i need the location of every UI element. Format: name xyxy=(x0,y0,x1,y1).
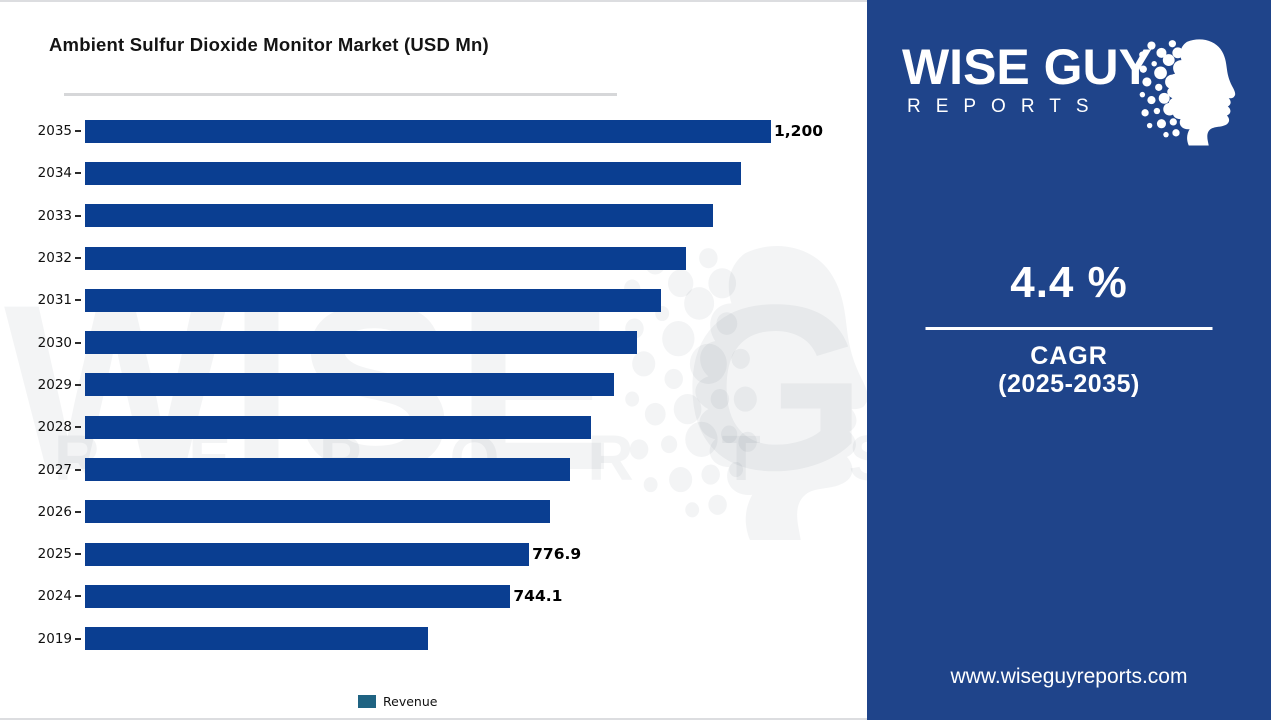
bar-row-2034: 2034 xyxy=(0,152,830,194)
bar-value-label-2024: 744.1 xyxy=(513,587,563,606)
bar-row-2030: 2030 xyxy=(0,321,830,363)
logo-wordmark: WISE GUY xyxy=(901,39,1153,95)
y-axis-tick-label: 2030 xyxy=(37,334,72,351)
bar-plot: 2035 1,200 2034 2033 2032 2031 2030 2029 2028 202… xyxy=(0,110,830,660)
bar-row-2024: 2024 744.1 xyxy=(0,575,830,617)
y-axis-tick-label: 2032 xyxy=(37,250,72,267)
bar-value-label-2035: 1,200 xyxy=(774,122,824,141)
revenue-bar-2034 xyxy=(85,161,741,185)
revenue-bar-2028 xyxy=(85,415,591,439)
head-profile-dots-icon xyxy=(1139,39,1236,146)
y-axis-tick-label: 2028 xyxy=(37,419,72,436)
axis-tick xyxy=(75,257,81,260)
bar-value-label-2025: 776.9 xyxy=(532,545,582,564)
y-axis-tick-label: 2025 xyxy=(37,546,72,563)
axis-tick xyxy=(75,468,81,471)
y-axis-tick-label: 2031 xyxy=(37,292,72,309)
axis-tick xyxy=(75,214,81,217)
y-axis-tick-label: 2034 xyxy=(37,165,72,182)
cagr-divider xyxy=(925,327,1213,330)
bar-row-2032: 2032 xyxy=(0,237,830,279)
axis-tick xyxy=(75,130,81,133)
bar-row-2035: 2035 1,200 xyxy=(0,110,830,152)
chart-panel: WISE GUY REPORTS Ambient Sulfur Dioxide … xyxy=(0,0,867,720)
revenue-bar-2025 xyxy=(85,542,530,566)
axis-tick xyxy=(75,637,81,640)
axis-tick xyxy=(75,172,81,175)
axis-tick xyxy=(75,426,81,429)
bar-row-2025: 2025 776.9 xyxy=(0,533,830,575)
legend: Revenue xyxy=(358,694,437,709)
bar-row-2027: 2027 xyxy=(0,448,830,490)
axis-tick xyxy=(75,341,81,344)
y-axis-tick-label: 2019 xyxy=(37,630,72,647)
title-divider xyxy=(64,93,617,96)
wise-guy-reports-logo: WISE GUY REPORTS xyxy=(867,39,1271,149)
revenue-bar-2029 xyxy=(85,373,614,397)
y-axis-tick-label: 2026 xyxy=(37,503,72,520)
y-axis-tick-label: 2035 xyxy=(37,123,72,140)
bar-row-2029: 2029 xyxy=(0,364,830,406)
revenue-bar-2032 xyxy=(85,246,687,270)
revenue-bar-2033 xyxy=(85,204,713,228)
cagr-label: CAGR xyxy=(1030,342,1108,370)
cagr-value: 4.4 % xyxy=(1010,258,1128,307)
revenue-bar-2024 xyxy=(85,584,511,608)
revenue-bar-2019 xyxy=(85,627,428,651)
cagr-range: (2025-2035) xyxy=(998,370,1140,398)
logo-text: WISE GUY REPORTS xyxy=(902,42,1152,116)
axis-tick xyxy=(75,553,81,556)
y-axis-tick-label: 2027 xyxy=(37,461,72,478)
axis-tick xyxy=(75,510,81,513)
axis-tick xyxy=(75,299,81,302)
axis-tick xyxy=(75,383,81,386)
revenue-bar-2031 xyxy=(85,288,661,312)
chart-title: Ambient Sulfur Dioxide Monitor Market (U… xyxy=(49,34,489,55)
website-link[interactable]: www.wiseguyreports.com xyxy=(950,665,1188,688)
y-axis-tick-label: 2033 xyxy=(37,207,72,224)
revenue-bar-2026 xyxy=(85,500,550,524)
bar-row-2019: 2019 xyxy=(0,618,830,660)
revenue-bar-2030 xyxy=(85,331,637,355)
brand-panel: WISE GUY REPORTS 4.4 % CAGR (2025-2035) … xyxy=(867,0,1271,720)
revenue-bar-2035 xyxy=(85,119,771,143)
bar-row-2033: 2033 xyxy=(0,195,830,237)
revenue-bar-2027 xyxy=(85,458,570,482)
legend-swatch-revenue xyxy=(358,695,376,708)
axis-tick xyxy=(75,595,81,598)
legend-label: Revenue xyxy=(383,694,438,709)
logo-subtitle: REPORTS xyxy=(906,96,1104,117)
y-axis-tick-label: 2029 xyxy=(37,376,72,393)
bar-row-2026: 2026 xyxy=(0,491,830,533)
bar-row-2031: 2031 xyxy=(0,279,830,321)
y-axis-tick-label: 2024 xyxy=(37,588,72,605)
bar-row-2028: 2028 xyxy=(0,406,830,448)
